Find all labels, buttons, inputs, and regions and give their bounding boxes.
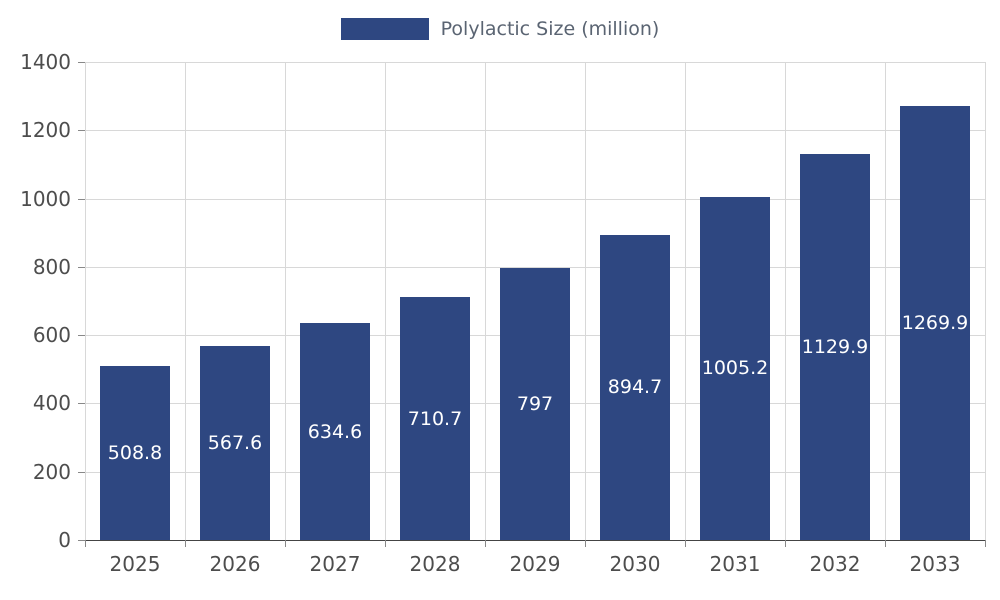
gridline-vertical [585,62,586,540]
gridline-vertical [885,62,886,540]
y-axis-label: 400 [32,391,71,416]
bar-value-label: 710.7 [407,407,463,430]
bar-2025: 508.8 [100,366,170,540]
y-axis-label: 600 [32,323,71,348]
legend-swatch [340,18,429,40]
gridline-horizontal [85,266,985,268]
legend-label: Polylactic Size (million) [440,18,660,40]
gridline-horizontal [85,62,985,63]
x-axis-label: 2028 [409,552,461,576]
x-axis-label: 2027 [309,552,361,576]
bar-2027: 634.6 [300,323,370,540]
y-axis-tick [78,62,85,63]
y-axis-tick [78,130,85,132]
gridline-vertical [485,62,486,540]
x-axis: 2025 2026 2027 2028 2029 2030 2031 2032 2033 [85,552,985,584]
plot-area: 508.8 567.6 634.6 710.7 797 894.7 1005.2 1129.9… [78,62,986,547]
x-axis-tick [85,540,86,547]
y-axis-label: 1400 [20,50,71,74]
y-axis-tick [78,403,85,405]
legend-item[interactable]: Polylactic Size (million) [0,18,1000,40]
bar-2032: 1129.9 [800,154,870,540]
x-axis-label: 2026 [209,552,261,576]
x-axis-tick [885,540,886,547]
y-axis-label: 800 [32,254,71,279]
x-axis-label: 2030 [609,552,661,576]
y-axis-tick [78,198,85,200]
y-axis: 0 200 400 600 800 1000 1200 1400 [0,50,85,552]
y-axis-label: 200 [32,459,71,484]
gridline-vertical [185,62,186,540]
gridline-horizontal [85,130,985,132]
gridline-vertical [785,62,786,540]
bar-2030: 894.7 [600,234,670,540]
y-axis-tick [78,471,85,473]
bar-value-label: 508.8 [107,442,163,465]
x-axis-tick [585,540,586,547]
gridline-horizontal [85,198,985,200]
gridline-vertical [385,62,386,540]
x-axis-tick [285,540,286,547]
bar-value-label: 1005.2 [701,357,769,380]
y-axis-tick [78,335,85,337]
x-axis-label: 2033 [909,552,961,576]
bar-value-label: 894.7 [607,376,663,399]
bar-2028: 710.7 [400,297,470,540]
y-axis-label: 1000 [20,186,71,211]
bar-2026: 567.6 [200,346,270,540]
x-axis-tick [385,540,386,547]
bar-2029: 797 [500,267,570,540]
bar-value-label: 567.6 [207,432,263,455]
bar-value-label: 797 [516,392,554,415]
bar-2033: 1269.9 [900,106,970,540]
gridline-vertical [285,62,286,540]
x-axis-tick [185,540,186,547]
gridline-vertical [685,62,686,540]
x-axis-tick [485,540,486,547]
gridline-vertical [85,62,86,540]
gridline-vertical [985,62,986,540]
x-axis-tick [685,540,686,547]
y-axis-tick [78,540,85,541]
bar-value-label: 1269.9 [901,312,969,335]
x-axis-label: 2029 [509,552,561,576]
x-axis-label: 2032 [809,552,861,576]
y-axis-label: 0 [58,528,71,552]
bar-value-label: 1129.9 [801,336,869,359]
x-axis-tick [785,540,786,547]
y-axis-tick [78,266,85,268]
bar-value-label: 634.6 [307,420,363,443]
y-axis-label: 1200 [20,118,71,143]
x-axis-tick [985,540,986,547]
x-axis-label: 2025 [109,552,161,576]
bar-2031: 1005.2 [700,196,770,540]
x-axis-label: 2031 [709,552,761,576]
